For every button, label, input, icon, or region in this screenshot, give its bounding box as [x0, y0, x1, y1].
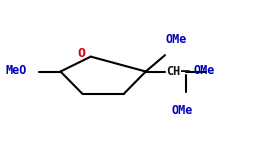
Text: MeO: MeO	[6, 64, 27, 77]
Text: OMe: OMe	[194, 64, 215, 77]
Text: OMe: OMe	[165, 33, 186, 46]
Text: OMe: OMe	[172, 104, 193, 117]
Text: —: —	[181, 63, 190, 78]
Text: O: O	[77, 47, 85, 60]
Text: CH: CH	[166, 65, 181, 78]
